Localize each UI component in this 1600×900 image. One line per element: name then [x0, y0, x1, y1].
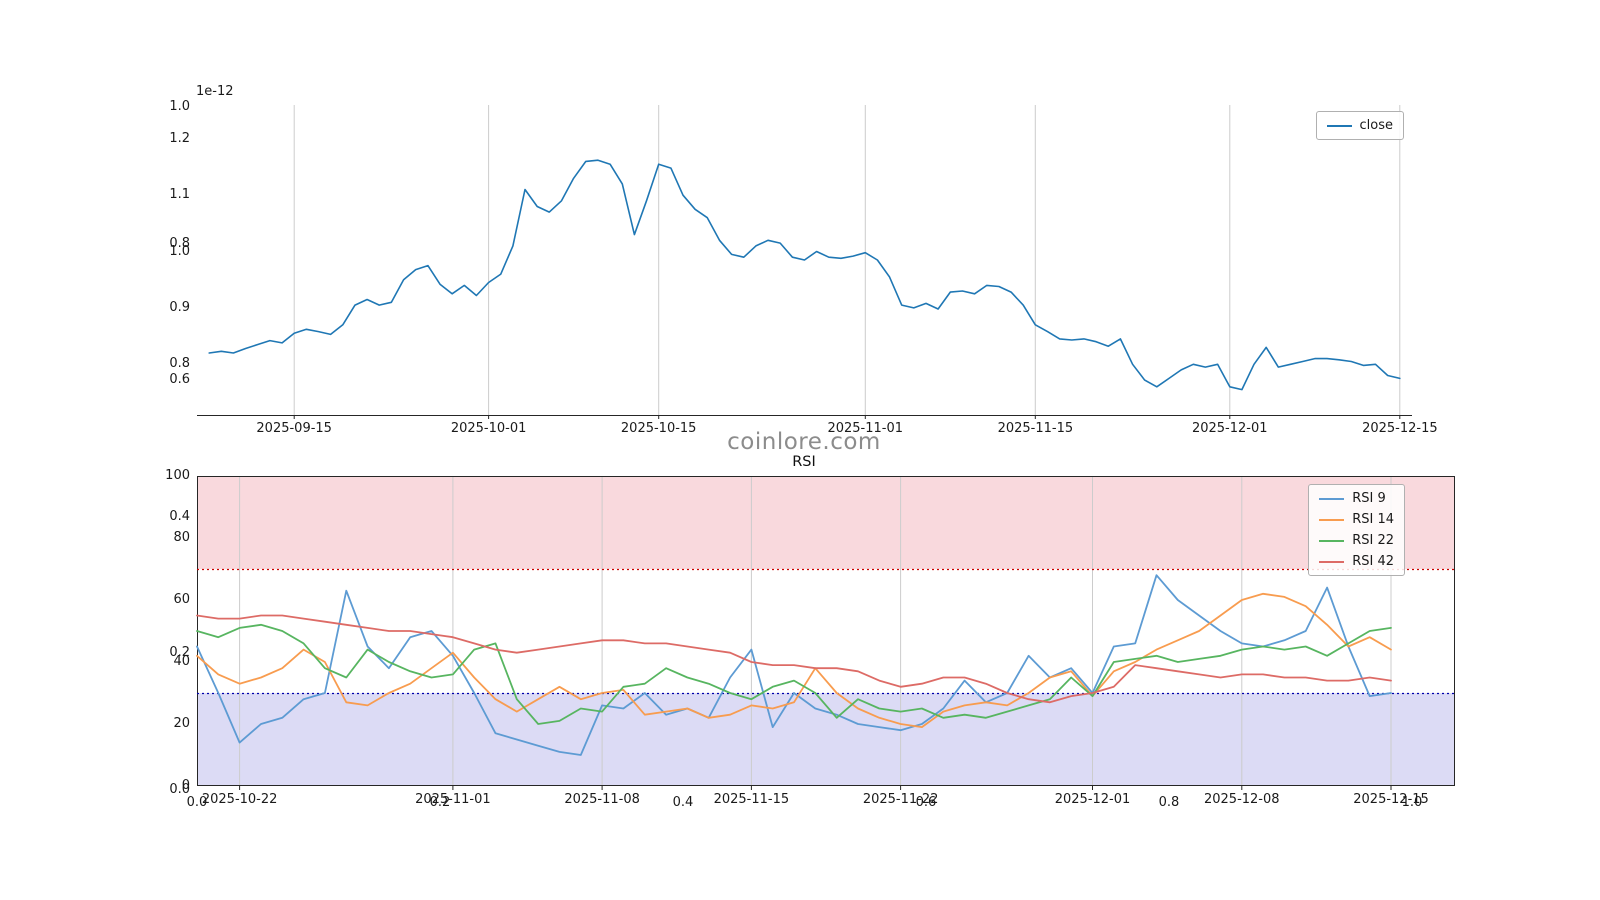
oversold-zone [197, 693, 1455, 786]
legend-item-rsi-22: RSI 22 [1319, 532, 1394, 549]
series-line-rsi-42 [196, 614, 1392, 704]
legend-label: close [1359, 118, 1393, 133]
series-line-rsi-14 [196, 592, 1392, 728]
overbought-zone [197, 476, 1455, 569]
legend-line-swatch [1319, 560, 1345, 563]
rsi-legend: RSI 9 RSI 14 RSI 22 RSI 42 [1308, 484, 1405, 576]
legend-item-close: close [1326, 117, 1393, 134]
legend-line-swatch [1319, 497, 1345, 500]
series-line-rsi-22 [196, 623, 1392, 725]
rsi-chart-title: RSI [792, 454, 816, 470]
legend-label: RSI 42 [1352, 554, 1394, 569]
legend-line-swatch [1319, 539, 1345, 542]
legend-label: RSI 9 [1352, 491, 1386, 506]
legend-line-swatch [1326, 124, 1352, 127]
legend-label: RSI 22 [1352, 533, 1394, 548]
watermark-text: coinlore.com [727, 429, 881, 455]
legend-item-rsi-14: RSI 14 [1319, 511, 1394, 528]
price-legend: close [1315, 111, 1404, 140]
series-line-rsi-9 [196, 574, 1392, 756]
legend-label: RSI 14 [1352, 512, 1394, 527]
price-y-axis-offset-label: 1e-12 [196, 84, 234, 99]
legend-item-rsi-42: RSI 42 [1319, 553, 1394, 570]
series-line-close [208, 159, 1401, 391]
legend-line-swatch [1319, 518, 1345, 521]
legend-item-rsi-9: RSI 9 [1319, 490, 1394, 507]
